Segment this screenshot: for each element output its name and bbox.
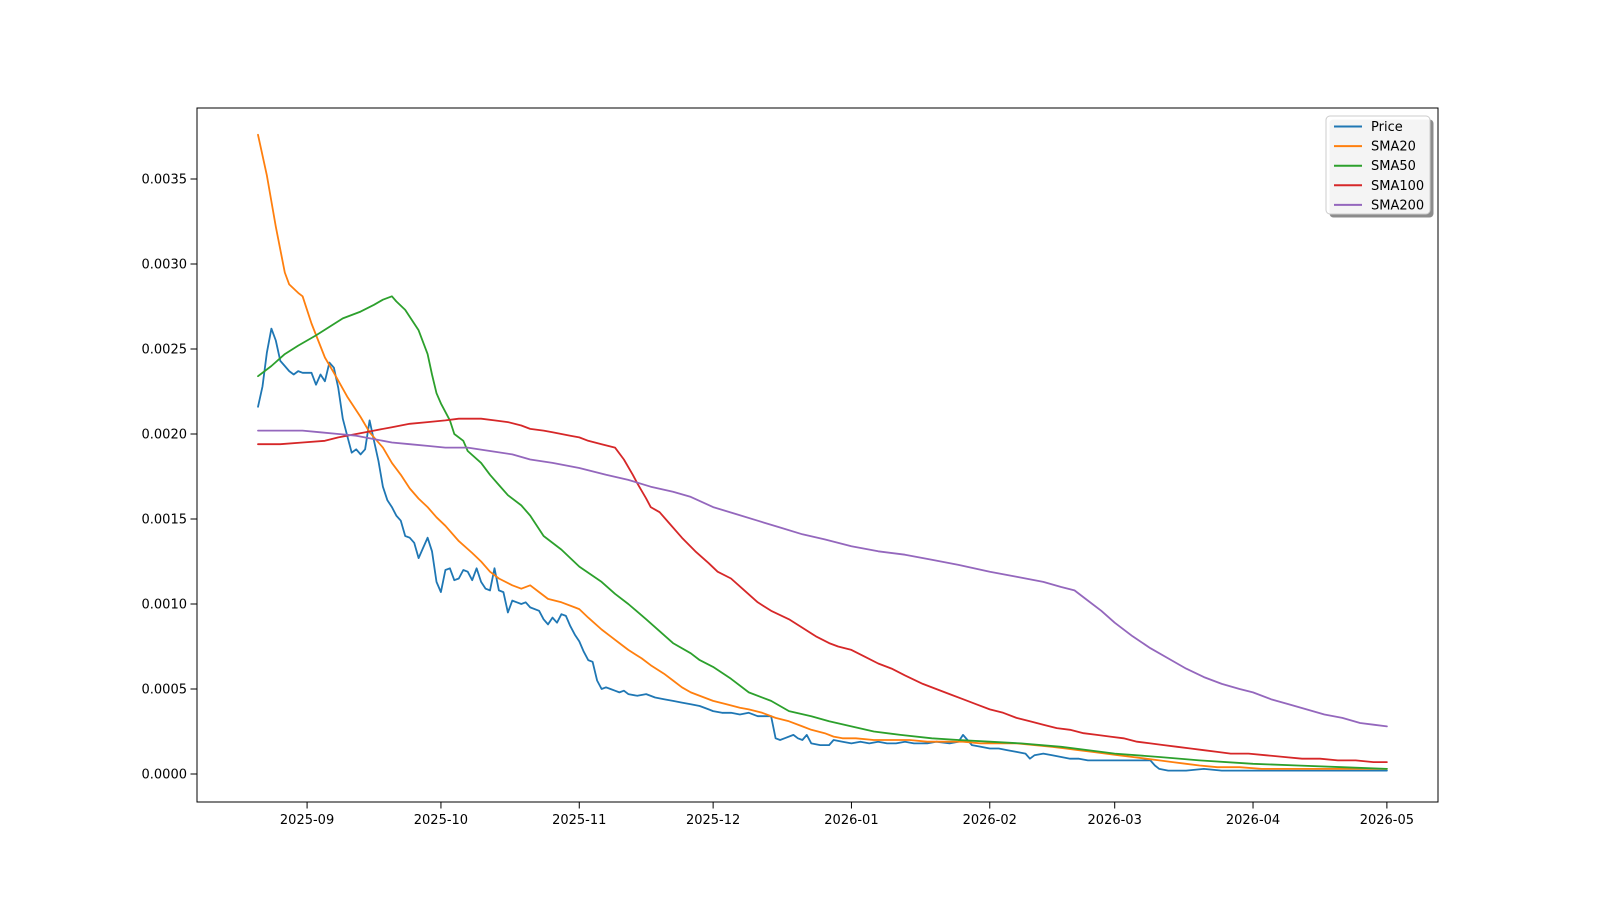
legend-label-sma200: SMA200 <box>1371 198 1424 213</box>
y-tick-label: 0.0005 <box>142 683 188 698</box>
sma100-line <box>257 417 1388 763</box>
y-tick-label: 0.0020 <box>142 428 188 443</box>
x-tick-label: 2026-04 <box>1226 813 1280 828</box>
x-tick-label: 2025-09 <box>280 813 334 828</box>
legend-label-sma20: SMA20 <box>1371 140 1416 155</box>
price-line <box>257 327 1388 772</box>
y-tick-label: 0.0015 <box>142 513 188 528</box>
legend-label-sma100: SMA100 <box>1371 179 1424 194</box>
x-tick-label: 2026-05 <box>1360 813 1414 828</box>
plot-area <box>257 133 1388 772</box>
legend: Price SMA20 SMA50 SMA100 SMA200 <box>1325 115 1434 218</box>
x-tick-label: 2025-10 <box>414 813 468 828</box>
y-tick-label: 0.0025 <box>142 343 188 358</box>
sma200-line <box>257 429 1388 728</box>
legend-label-price: Price <box>1371 120 1403 135</box>
sma20-line <box>257 133 1388 770</box>
sma50-line <box>257 295 1388 770</box>
x-tick-label: 2026-02 <box>963 813 1017 828</box>
x-tick-label: 2026-01 <box>824 813 878 828</box>
y-tick-label: 0.0000 <box>142 768 188 783</box>
axes-frame <box>196 107 1439 803</box>
x-tick-label: 2025-11 <box>552 813 606 828</box>
y-tick-label: 0.0010 <box>142 598 188 613</box>
legend-box <box>1325 115 1431 215</box>
y-tick-label: 0.0035 <box>142 173 188 188</box>
x-tick-label: 2026-03 <box>1088 813 1142 828</box>
legend-label-sma50: SMA50 <box>1371 159 1416 174</box>
x-tick-label: 2025-12 <box>686 813 740 828</box>
y-tick-label: 0.0030 <box>142 258 188 273</box>
